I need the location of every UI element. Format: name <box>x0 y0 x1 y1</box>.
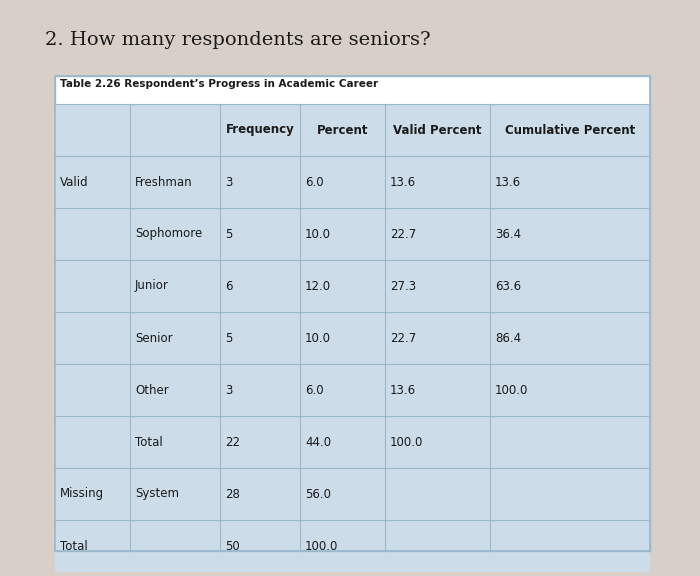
Text: Frequency: Frequency <box>225 123 295 137</box>
Bar <box>55 468 650 520</box>
Text: Valid: Valid <box>60 176 89 188</box>
Bar <box>55 208 650 260</box>
Text: 5: 5 <box>225 228 232 241</box>
Text: 27.3: 27.3 <box>390 279 416 293</box>
Bar <box>55 76 650 551</box>
Text: 13.6: 13.6 <box>390 384 416 396</box>
Text: Sophomore: Sophomore <box>135 228 202 241</box>
Text: 22: 22 <box>225 435 240 449</box>
Text: Total: Total <box>60 540 88 552</box>
Text: Other: Other <box>135 384 169 396</box>
Text: System: System <box>135 487 179 501</box>
Text: Total: Total <box>135 435 162 449</box>
Bar <box>55 416 650 468</box>
Text: Percent: Percent <box>316 123 368 137</box>
Text: 6.0: 6.0 <box>305 176 323 188</box>
Text: 44.0: 44.0 <box>305 435 331 449</box>
Text: 6.0: 6.0 <box>305 384 323 396</box>
Text: 86.4: 86.4 <box>495 332 521 344</box>
Text: 50: 50 <box>225 540 239 552</box>
Text: 6: 6 <box>225 279 232 293</box>
Text: 56.0: 56.0 <box>305 487 331 501</box>
Text: 22.7: 22.7 <box>390 228 416 241</box>
Text: Cumulative Percent: Cumulative Percent <box>505 123 635 137</box>
Text: Table 2.26 Respondent’s Progress in Academic Career: Table 2.26 Respondent’s Progress in Acad… <box>60 79 378 89</box>
Bar <box>55 156 650 208</box>
Text: Senior: Senior <box>135 332 173 344</box>
Text: 5: 5 <box>225 332 232 344</box>
Text: 22.7: 22.7 <box>390 332 416 344</box>
Bar <box>55 364 650 416</box>
Text: 36.4: 36.4 <box>495 228 521 241</box>
Text: 13.6: 13.6 <box>390 176 416 188</box>
Text: 3: 3 <box>225 176 232 188</box>
Text: 12.0: 12.0 <box>305 279 331 293</box>
Text: Junior: Junior <box>135 279 169 293</box>
Text: Missing: Missing <box>60 487 104 501</box>
Text: 100.0: 100.0 <box>495 384 528 396</box>
Bar <box>55 312 650 364</box>
Bar <box>55 260 650 312</box>
Text: 3: 3 <box>225 384 232 396</box>
Text: 13.6: 13.6 <box>495 176 521 188</box>
Text: 63.6: 63.6 <box>495 279 521 293</box>
Bar <box>55 520 650 572</box>
Text: 100.0: 100.0 <box>305 540 338 552</box>
Text: 2. How many respondents are seniors?: 2. How many respondents are seniors? <box>45 31 430 49</box>
Text: Valid Percent: Valid Percent <box>393 123 482 137</box>
Text: Freshman: Freshman <box>135 176 192 188</box>
Text: 10.0: 10.0 <box>305 332 331 344</box>
Text: 28: 28 <box>225 487 240 501</box>
Text: 10.0: 10.0 <box>305 228 331 241</box>
Text: 100.0: 100.0 <box>390 435 424 449</box>
Bar <box>55 76 650 551</box>
Bar <box>55 104 650 156</box>
